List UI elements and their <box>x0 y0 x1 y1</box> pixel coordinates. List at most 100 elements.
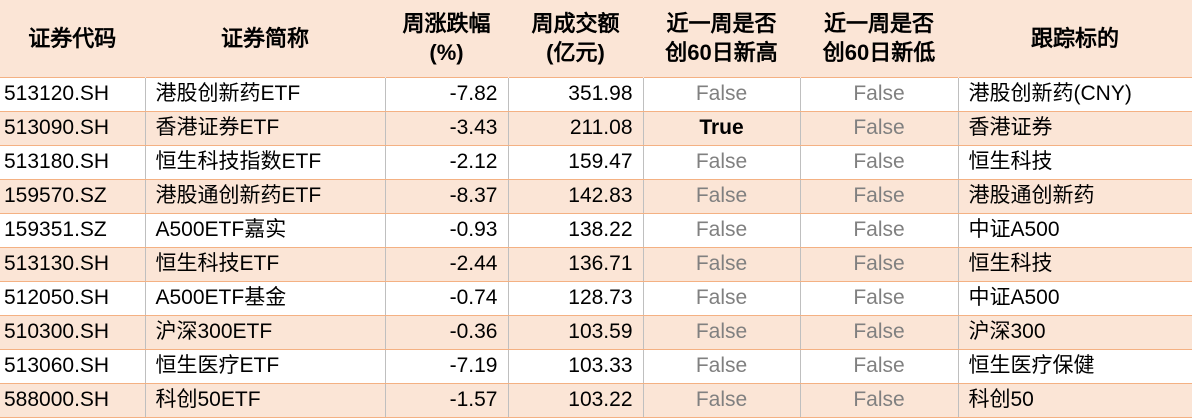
cell-weekly-change: -2.12 <box>384 144 508 180</box>
cell-security-name: A500ETF基金 <box>144 280 385 316</box>
status-badge-false: False <box>695 82 748 105</box>
cell-tracking-index: 港股通创新药 <box>957 178 1192 214</box>
cell-weekly-change: -8.37 <box>384 178 508 214</box>
cell-weekly-turnover: 136.71 <box>507 246 643 282</box>
cell-tracking-index: 科创50 <box>957 382 1192 418</box>
column-header-weekly-change: 周涨跌幅 (%) <box>384 0 509 77</box>
cell-security-name: A500ETF嘉实 <box>144 212 385 248</box>
cell-weekly-change: -7.82 <box>384 76 508 112</box>
cell-security-name: 沪深300ETF <box>144 314 385 350</box>
cell-security-code: 512050.SH <box>0 280 145 316</box>
table-row: 588000.SH 科创50ETF -1.57 103.22 False False 科创5… <box>0 382 1192 418</box>
status-badge-false: False <box>853 150 905 173</box>
cell-security-code: 513120.SH <box>0 76 145 112</box>
cell-security-code: 513180.SH <box>0 144 145 180</box>
status-badge-false: False <box>695 150 748 173</box>
cell-security-name: 恒生医疗ETF <box>144 348 385 384</box>
cell-security-code: 159570.SZ <box>0 178 145 214</box>
cell-weekly-change: -0.36 <box>384 314 508 350</box>
cell-weekly-change: -2.44 <box>384 246 508 282</box>
cell-security-name: 科创50ETF <box>144 382 385 418</box>
cell-new-60d-high: False <box>642 382 800 418</box>
cell-tracking-index: 中证A500 <box>957 212 1192 248</box>
cell-new-60d-low: False <box>799 144 958 180</box>
cell-new-60d-high: False <box>642 76 800 112</box>
cell-tracking-index: 中证A500 <box>957 280 1192 316</box>
cell-weekly-change: -1.57 <box>384 382 508 418</box>
cell-security-name: 港股通创新药ETF <box>144 178 385 214</box>
column-header-weekly-turnover: 周成交额 (亿元) <box>507 0 644 77</box>
cell-new-60d-low: False <box>799 314 958 350</box>
cell-security-code: 513090.SH <box>0 110 145 146</box>
table-row: 159351.SZ A500ETF嘉实 -0.93 138.22 False False 中… <box>0 212 1192 248</box>
status-badge-false: False <box>853 354 905 377</box>
cell-new-60d-low: False <box>799 178 958 214</box>
table-row: 510300.SH 沪深300ETF -0.36 103.59 False False 沪深… <box>0 314 1192 350</box>
cell-new-60d-low: False <box>799 348 958 384</box>
status-badge-false: False <box>853 388 905 411</box>
cell-tracking-index: 沪深300 <box>957 314 1192 350</box>
header-row: 证券代码 证券简称 周涨跌幅 (%) 周成交额 (亿元) 近一周是否 创60日新… <box>0 0 1192 77</box>
cell-new-60d-low: False <box>799 212 958 248</box>
cell-new-60d-low: False <box>799 246 958 282</box>
cell-security-name: 港股创新药ETF <box>144 76 385 112</box>
cell-new-60d-low: False <box>799 382 958 418</box>
cell-new-60d-low: False <box>799 280 958 316</box>
column-header-new-60d-low: 近一周是否 创60日新低 <box>799 0 959 77</box>
status-badge-false: False <box>695 354 748 377</box>
cell-weekly-turnover: 159.47 <box>507 144 643 180</box>
cell-new-60d-high: False <box>642 314 800 350</box>
status-badge-false: False <box>853 320 905 343</box>
cell-weekly-change: -0.93 <box>384 212 508 248</box>
status-badge-false: False <box>853 184 905 207</box>
cell-weekly-turnover: 128.73 <box>507 280 643 316</box>
cell-security-name: 香港证券ETF <box>144 110 385 146</box>
cell-security-code: 513130.SH <box>0 246 145 282</box>
cell-weekly-change: -3.43 <box>384 110 508 146</box>
cell-weekly-turnover: 211.08 <box>507 110 643 146</box>
cell-new-60d-high: False <box>642 178 800 214</box>
cell-new-60d-low: False <box>799 110 958 146</box>
cell-new-60d-low: False <box>799 76 958 112</box>
table-row: 512050.SH A500ETF基金 -0.74 128.73 False False 中… <box>0 280 1192 316</box>
cell-tracking-index: 恒生科技 <box>957 144 1192 180</box>
cell-security-code: 510300.SH <box>0 314 145 350</box>
status-badge-true: True <box>699 116 744 139</box>
status-badge-false: False <box>853 116 905 139</box>
table-body: 513120.SH 港股创新药ETF -7.82 351.98 False False 港股… <box>0 76 1192 418</box>
table-header: 证券代码 证券简称 周涨跌幅 (%) 周成交额 (亿元) 近一周是否 创60日新… <box>0 0 1192 77</box>
status-badge-false: False <box>695 218 748 241</box>
status-badge-false: False <box>695 388 748 411</box>
cell-weekly-change: -7.19 <box>384 348 508 384</box>
status-badge-false: False <box>853 218 905 241</box>
cell-weekly-turnover: 103.59 <box>507 314 643 350</box>
table-row: 513180.SH 恒生科技指数ETF -2.12 159.47 False False 恒… <box>0 144 1192 180</box>
cell-tracking-index: 恒生科技 <box>957 246 1192 282</box>
column-header-name: 证券简称 <box>145 0 386 77</box>
status-badge-false: False <box>853 252 905 275</box>
status-badge-false: False <box>695 252 748 275</box>
cell-new-60d-high: False <box>642 212 800 248</box>
cell-tracking-index: 香港证券 <box>957 110 1192 146</box>
cell-security-code: 513060.SH <box>0 348 145 384</box>
cell-new-60d-high: False <box>642 348 800 384</box>
table-row: 513120.SH 港股创新药ETF -7.82 351.98 False False 港股… <box>0 76 1192 112</box>
cell-new-60d-high: True <box>642 110 800 146</box>
cell-new-60d-high: False <box>642 246 800 282</box>
cell-weekly-change: -0.74 <box>384 280 508 316</box>
cell-security-code: 588000.SH <box>0 382 145 418</box>
cell-new-60d-high: False <box>642 144 800 180</box>
cell-weekly-turnover: 142.83 <box>507 178 643 214</box>
column-header-tracking-index: 跟踪标的 <box>957 0 1192 77</box>
status-badge-false: False <box>853 82 905 105</box>
table-row: 159570.SZ 港股通创新药ETF -8.37 142.83 False False 港… <box>0 178 1192 214</box>
status-badge-false: False <box>853 286 905 309</box>
status-badge-false: False <box>695 184 748 207</box>
cell-tracking-index: 港股创新药(CNY) <box>957 76 1192 112</box>
table-row: 513060.SH 恒生医疗ETF -7.19 103.33 False False 恒生医… <box>0 348 1192 384</box>
cell-weekly-turnover: 351.98 <box>507 76 643 112</box>
cell-new-60d-high: False <box>642 280 800 316</box>
status-badge-false: False <box>695 286 748 309</box>
table-row: 513130.SH 恒生科技ETF -2.44 136.71 False False 恒生科… <box>0 246 1192 282</box>
column-header-code: 证券代码 <box>0 0 146 77</box>
